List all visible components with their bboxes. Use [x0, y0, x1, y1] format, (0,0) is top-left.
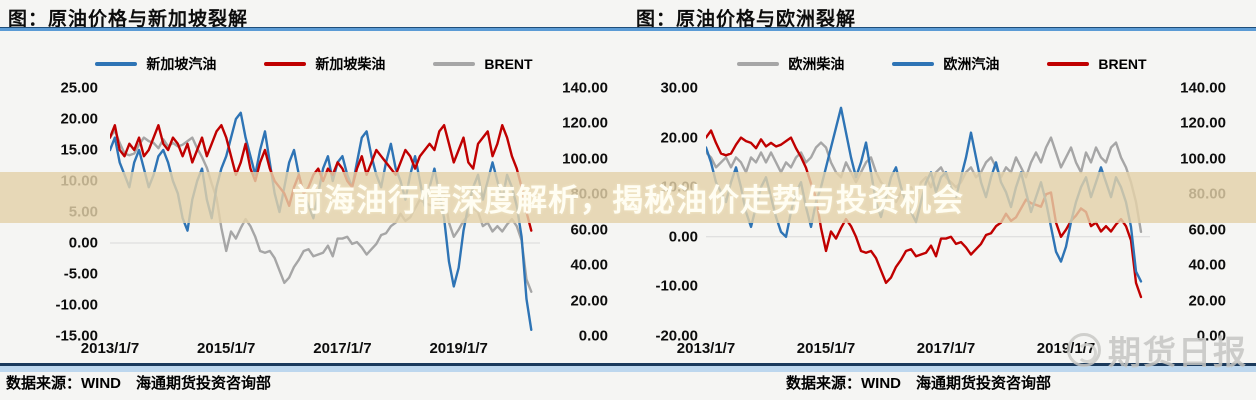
chart-title: 图：原油价格与新加坡裂解 — [8, 9, 249, 30]
x-axis-tick-label: 2013/1/7 — [80, 340, 140, 357]
y-axis-tick-label: 140.00 — [562, 79, 608, 97]
title-underline-rule — [0, 27, 1256, 31]
legend-line-swatch — [95, 62, 138, 66]
legend-label: 欧洲汽油 — [943, 56, 1000, 72]
y-axis-tick-label: 120.00 — [1180, 114, 1226, 132]
y-axis-tick-label: 0.00 — [668, 228, 698, 246]
y-axis-tick-label: -5.00 — [63, 265, 98, 283]
y-axis-tick-label: 20.00 — [660, 129, 698, 147]
legend-item: 新加坡柴油 — [264, 54, 385, 74]
legend-label: BRENT — [484, 56, 533, 72]
y-axis-tick-label: 140.00 — [1180, 79, 1226, 97]
chart-legend: 新加坡汽油 新加坡柴油 BRENT — [0, 54, 628, 74]
legend-line-swatch — [1047, 62, 1090, 66]
x-axis: 2013/1/7 2015/1/7 2017/1/7 2019/1/7 — [81, 340, 540, 360]
y-axis-tick-label: 20.00 — [1188, 292, 1226, 310]
legend-line-swatch — [892, 62, 935, 66]
right-y-axis: 140.00120.00100.0080.0060.0040.0020.000.… — [1150, 80, 1256, 345]
legend-item: BRENT — [1047, 56, 1147, 72]
legend-line-swatch — [433, 62, 476, 66]
headline-text: 前海油行情深度解析，揭秘油价走势与投资机会 — [292, 183, 964, 218]
legend-item: 欧洲汽油 — [892, 54, 999, 74]
y-axis-tick-label: 25.00 — [60, 79, 98, 97]
legend-label: 新加坡汽油 — [146, 56, 217, 72]
legend-line-swatch — [264, 62, 307, 66]
y-axis-tick-label: 100.00 — [1180, 150, 1226, 168]
futures-daily-label: 期货日报 — [1108, 334, 1248, 371]
y-axis-tick-label: -20.00 — [655, 327, 698, 345]
series-line-BRENT — [110, 131, 531, 292]
legend-label: 新加坡柴油 — [315, 56, 386, 72]
series-line-BRENT — [706, 131, 1141, 298]
y-axis-tick-label: 100.00 — [562, 150, 608, 168]
x-axis-tick-label: 2015/1/7 — [197, 340, 256, 357]
y-axis-tick-label: 120.00 — [562, 114, 608, 132]
x-axis-tick-label: 2013/1/7 — [676, 340, 736, 357]
legend-label: BRENT — [1098, 56, 1147, 72]
bottom-separator-rule — [0, 363, 1256, 372]
data-source: 数据来源：WIND 海通期货投资咨询部 — [6, 375, 271, 392]
y-axis-tick-label: 0.00 — [68, 234, 98, 252]
y-axis-tick-label: 20.00 — [570, 292, 608, 310]
y-axis-tick-label: -15.00 — [55, 327, 98, 345]
data-source: 数据来源：WIND 海通期货投资咨询部 — [786, 375, 1051, 392]
y-axis-tick-label: 0.00 — [578, 327, 608, 345]
x-axis-tick-label: 2015/1/7 — [796, 340, 856, 357]
y-axis-tick-label: 30.00 — [660, 79, 698, 97]
futures-daily-logo-icon — [1067, 333, 1101, 367]
chart-legend: 欧洲柴油 欧洲汽油 BRENT — [628, 54, 1256, 74]
legend-item: BRENT — [433, 56, 533, 72]
y-axis-tick-label: -10.00 — [655, 277, 698, 295]
y-axis-tick-label: 15.00 — [60, 141, 98, 159]
chart-title: 图：原油价格与欧洲裂解 — [636, 9, 857, 30]
y-axis-tick-label: 60.00 — [570, 221, 608, 239]
legend-item: 欧洲柴油 — [737, 54, 844, 74]
y-axis-tick-label: -10.00 — [55, 296, 98, 314]
y-axis-tick-label: 0.00 — [1196, 327, 1226, 345]
futures-daily-watermark: 期货日报 — [1067, 326, 1248, 374]
x-axis-tick-label: 2017/1/7 — [313, 340, 372, 357]
y-axis-tick-label: 60.00 — [1188, 221, 1226, 239]
legend-item: 新加坡汽油 — [95, 54, 216, 74]
x-axis-tick-label: 2017/1/7 — [916, 340, 976, 357]
y-axis-tick-label: 20.00 — [60, 110, 98, 128]
y-axis-tick-label: 40.00 — [1188, 256, 1226, 274]
legend-line-swatch — [737, 62, 780, 66]
y-axis-tick-label: 40.00 — [570, 256, 608, 274]
legend-label: 欧洲柴油 — [788, 56, 845, 72]
x-axis-tick-label: 2019/1/7 — [429, 340, 488, 357]
headline-overlay-band: 前海油行情深度解析，揭秘油价走势与投资机会 — [0, 172, 1256, 223]
